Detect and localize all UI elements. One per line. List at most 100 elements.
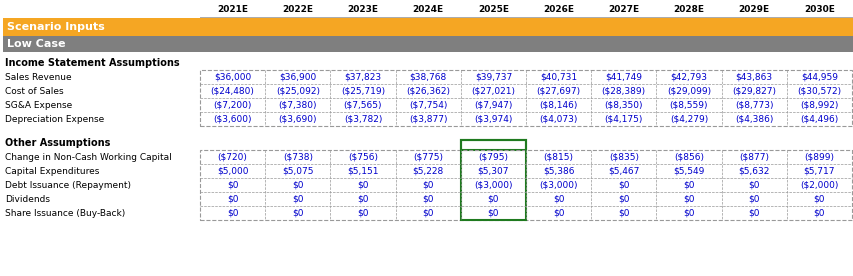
Text: $0: $0 — [682, 181, 694, 190]
Text: $0: $0 — [487, 195, 498, 203]
Text: ($7,754): ($7,754) — [409, 100, 447, 110]
Text: ($7,947): ($7,947) — [473, 100, 512, 110]
Text: $0: $0 — [813, 195, 824, 203]
Text: $5,307: $5,307 — [477, 166, 508, 176]
Text: $40,731: $40,731 — [539, 73, 577, 81]
Text: SG&A Expense: SG&A Expense — [5, 100, 73, 110]
Text: $39,737: $39,737 — [474, 73, 512, 81]
Text: $0: $0 — [422, 195, 433, 203]
Bar — [3, 36, 852, 52]
Text: ($27,697): ($27,697) — [536, 86, 580, 95]
Text: Other Assumptions: Other Assumptions — [5, 138, 110, 148]
Text: ($3,974): ($3,974) — [473, 115, 512, 123]
Text: 2028E: 2028E — [673, 4, 704, 14]
Text: Cost of Sales: Cost of Sales — [5, 86, 64, 95]
Text: $5,151: $5,151 — [347, 166, 379, 176]
Text: $36,900: $36,900 — [279, 73, 316, 81]
Text: 2024E: 2024E — [412, 4, 444, 14]
Text: ($720): ($720) — [218, 153, 247, 161]
Text: $0: $0 — [552, 208, 564, 217]
Text: $5,386: $5,386 — [543, 166, 574, 176]
Text: ($30,572): ($30,572) — [797, 86, 840, 95]
Text: ($4,386): ($4,386) — [734, 115, 773, 123]
Text: ($29,099): ($29,099) — [666, 86, 711, 95]
Text: $0: $0 — [552, 195, 564, 203]
Text: Sales Revenue: Sales Revenue — [5, 73, 72, 81]
Text: $0: $0 — [292, 181, 303, 190]
Bar — [461, 140, 525, 220]
Text: ($26,362): ($26,362) — [406, 86, 450, 95]
Text: $0: $0 — [422, 208, 433, 217]
Text: $0: $0 — [227, 208, 238, 217]
Text: ($3,877): ($3,877) — [409, 115, 447, 123]
Text: ($856): ($856) — [673, 153, 703, 161]
Text: 2023E: 2023E — [347, 4, 378, 14]
Text: $5,000: $5,000 — [217, 166, 248, 176]
Text: $0: $0 — [357, 195, 368, 203]
Text: ($8,773): ($8,773) — [734, 100, 773, 110]
Text: $0: $0 — [747, 208, 759, 217]
Text: ($756): ($756) — [347, 153, 378, 161]
Text: $0: $0 — [747, 181, 759, 190]
Text: Change in Non-Cash Working Capital: Change in Non-Cash Working Capital — [5, 153, 171, 161]
Text: ($8,559): ($8,559) — [669, 100, 707, 110]
Text: ($3,000): ($3,000) — [473, 181, 512, 190]
Text: ($3,690): ($3,690) — [278, 115, 316, 123]
Text: ($835): ($835) — [608, 153, 638, 161]
Text: $43,863: $43,863 — [734, 73, 772, 81]
Text: ($8,992): ($8,992) — [799, 100, 838, 110]
Text: ($3,000): ($3,000) — [539, 181, 577, 190]
Text: 2029E: 2029E — [738, 4, 769, 14]
Text: ($27,021): ($27,021) — [471, 86, 515, 95]
Text: 2027E: 2027E — [607, 4, 639, 14]
Text: Scenario Inputs: Scenario Inputs — [7, 22, 105, 32]
Text: $0: $0 — [618, 195, 629, 203]
Text: 2025E: 2025E — [478, 4, 508, 14]
Text: ($8,146): ($8,146) — [539, 100, 577, 110]
Text: $38,768: $38,768 — [409, 73, 446, 81]
Text: $44,959: $44,959 — [800, 73, 837, 81]
Text: Income Statement Assumptions: Income Statement Assumptions — [5, 58, 179, 68]
Text: $36,000: $36,000 — [214, 73, 251, 81]
Text: ($775): ($775) — [413, 153, 443, 161]
Text: $5,228: $5,228 — [412, 166, 444, 176]
Text: ($4,175): ($4,175) — [604, 115, 642, 123]
Text: ($899): ($899) — [804, 153, 833, 161]
Text: 2026E: 2026E — [543, 4, 573, 14]
Text: $37,823: $37,823 — [344, 73, 381, 81]
Text: 2021E: 2021E — [217, 4, 248, 14]
Text: $42,793: $42,793 — [670, 73, 706, 81]
Text: $0: $0 — [682, 208, 694, 217]
Bar — [200, 150, 851, 220]
Text: $5,717: $5,717 — [803, 166, 834, 176]
Text: ($3,782): ($3,782) — [344, 115, 382, 123]
Text: ($7,380): ($7,380) — [278, 100, 316, 110]
Text: $5,549: $5,549 — [672, 166, 704, 176]
Text: $0: $0 — [227, 181, 238, 190]
Text: ($8,350): ($8,350) — [604, 100, 642, 110]
Bar — [461, 140, 525, 150]
Text: $5,632: $5,632 — [738, 166, 769, 176]
Text: ($7,565): ($7,565) — [344, 100, 382, 110]
Text: ($25,092): ($25,092) — [276, 86, 319, 95]
Text: $0: $0 — [357, 181, 368, 190]
Text: $0: $0 — [682, 195, 694, 203]
Text: ($28,389): ($28,389) — [601, 86, 645, 95]
Text: ($7,200): ($7,200) — [213, 100, 252, 110]
Text: Capital Expenditures: Capital Expenditures — [5, 166, 99, 176]
Bar — [3, 18, 852, 36]
Text: ($24,480): ($24,480) — [211, 86, 254, 95]
Text: $41,749: $41,749 — [605, 73, 641, 81]
Text: Share Issuance (Buy-Back): Share Issuance (Buy-Back) — [5, 208, 125, 217]
Text: $0: $0 — [227, 195, 238, 203]
Text: Dividends: Dividends — [5, 195, 50, 203]
Text: ($25,719): ($25,719) — [340, 86, 385, 95]
Text: $0: $0 — [747, 195, 759, 203]
Text: 2030E: 2030E — [803, 4, 834, 14]
Bar — [200, 70, 851, 126]
Text: ($738): ($738) — [282, 153, 312, 161]
Text: $0: $0 — [292, 208, 303, 217]
Text: $0: $0 — [618, 208, 629, 217]
Text: ($2,000): ($2,000) — [799, 181, 838, 190]
Text: 2022E: 2022E — [282, 4, 313, 14]
